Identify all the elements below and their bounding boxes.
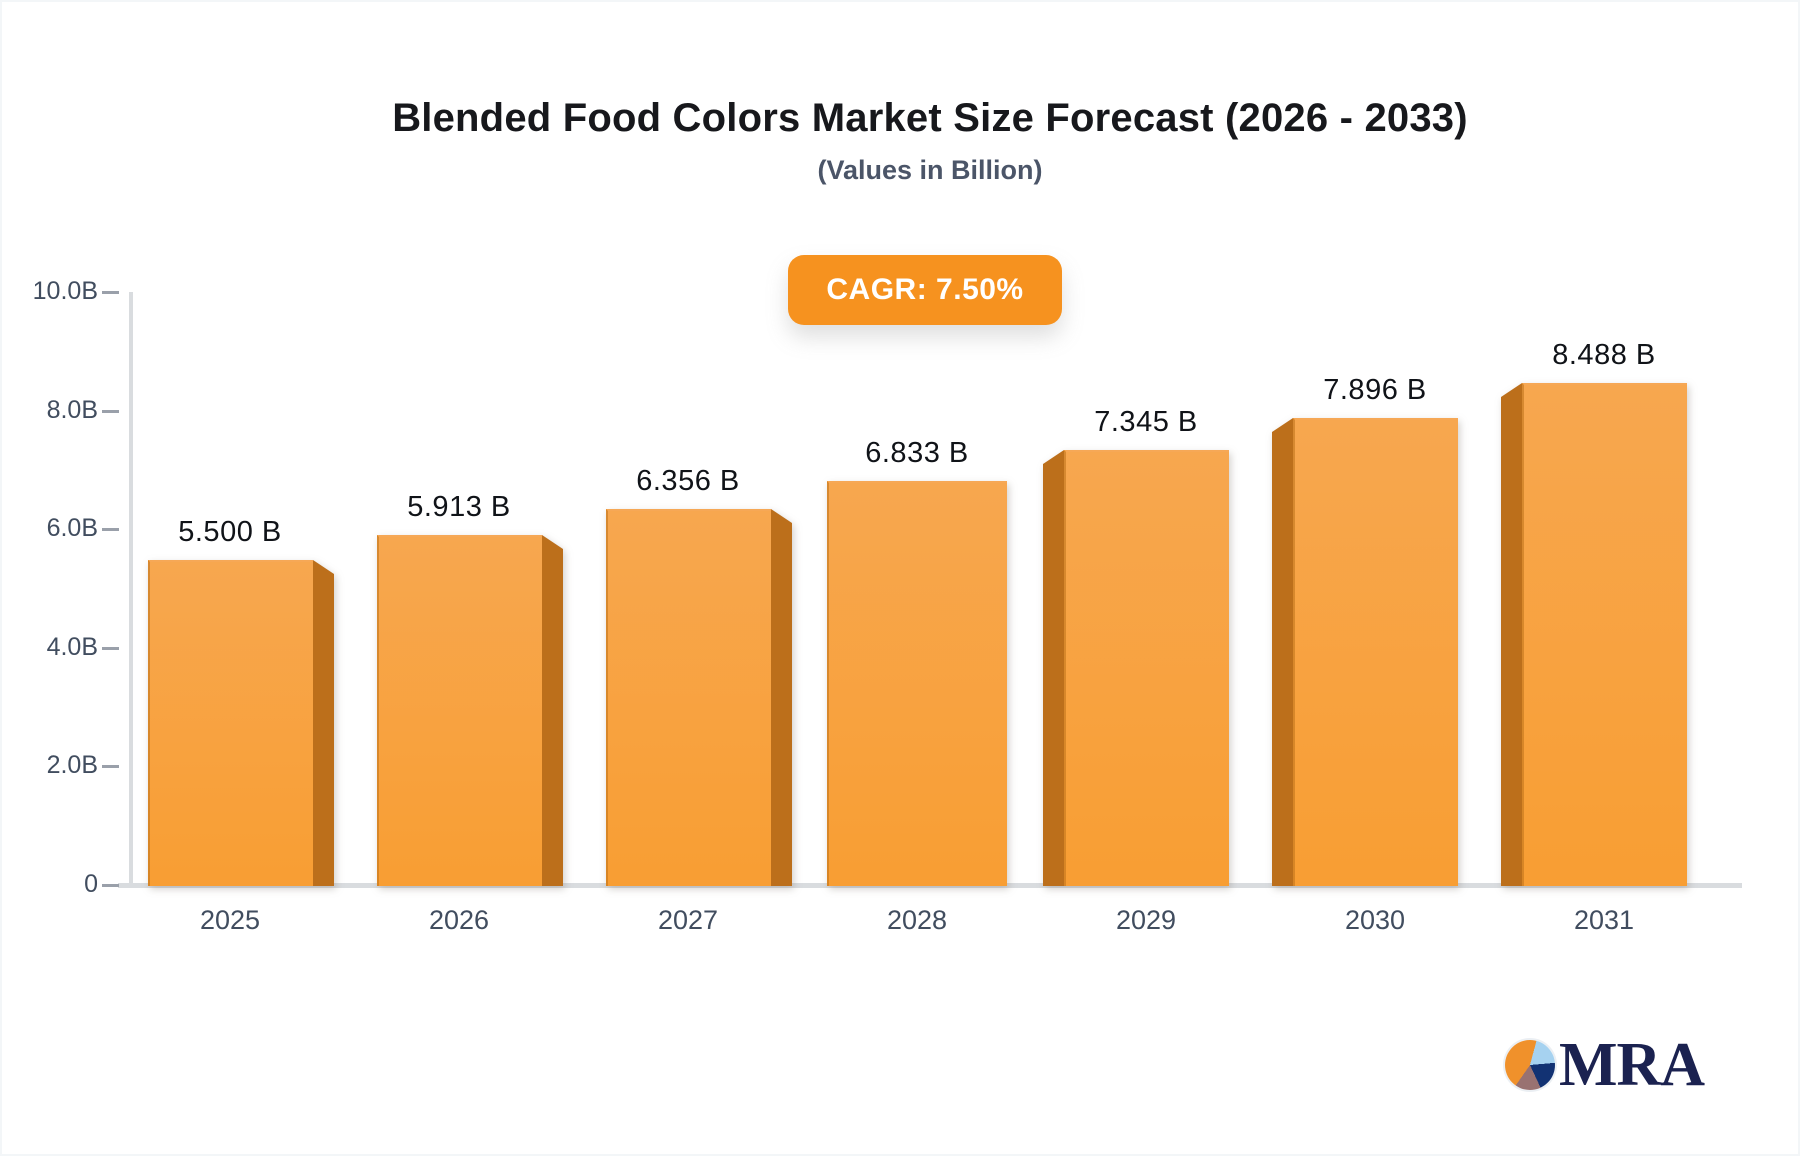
bar-face [606,509,771,886]
x-tick-label: 2028 [886,905,948,935]
x-tick-label: 2029 [1115,905,1177,935]
x-tick-label: 2025 [199,905,261,935]
bar-3d-side [542,535,563,886]
bar-value-label: 6.356 B [636,465,740,497]
bar-face [1522,383,1687,886]
bar-face [1064,450,1229,886]
y-tick-label: 6.0B [46,514,98,543]
bar-face [1293,418,1458,886]
y-tick-label: 2.0B [46,751,98,780]
bar-value-label: 5.913 B [407,491,511,523]
bar-value-label: 7.896 B [1323,374,1427,406]
brand-logo-text: MRA [1559,1031,1705,1099]
y-tick-label: 10.0B [32,277,98,305]
y-tick-mark [102,765,119,769]
x-tick-label: 2030 [1344,905,1406,935]
cagr-badge: CAGR: 7.50% [788,255,1062,325]
chart-subtitle: (Values in Billion) [817,155,1043,185]
bar-2031 [1501,383,1687,886]
y-tick-label: 0 [84,870,98,898]
bar-2025 [148,560,334,886]
bar-value-label: 7.345 B [1094,406,1198,438]
chart-header: Blended Food Colors Market Size Forecast… [60,95,1800,186]
x-tick-label: 2031 [1573,905,1635,935]
x-tick-label: 2027 [657,905,719,935]
bar-face [377,535,542,886]
x-tick-label: 2026 [428,905,490,935]
bar-value-label: 5.500 B [178,516,282,548]
bar-2027 [606,509,792,886]
y-tick-mark [102,884,119,887]
brand-logo: MRA [1505,1031,1705,1099]
bar-2029 [1043,450,1229,886]
bar-2030 [1272,418,1458,886]
bar-face [827,481,1007,886]
y-tick-label: 8.0B [46,395,98,424]
bar-value-label: 8.488 B [1552,339,1656,371]
y-axis-line [129,292,133,888]
y-tick-label: 4.0B [46,632,98,661]
bar-3d-side [313,560,334,886]
bar-face [148,560,313,886]
bar-3d-side [1043,450,1064,886]
chart-title: Blended Food Colors Market Size Forecast… [392,96,1468,140]
y-tick-mark [102,291,119,294]
bar-3d-side [1501,383,1522,886]
y-tick-mark [102,646,119,650]
bar-3d-side [1272,418,1293,886]
y-tick-mark [102,528,119,532]
pie-chart-logo-icon [1505,1040,1555,1090]
bar-value-label: 6.833 B [865,437,969,469]
cagr-badge-label: CAGR: 7.50% [826,273,1024,306]
bar-2028 [827,481,1007,886]
bar-3d-side [771,509,792,886]
y-tick-mark [102,409,119,413]
bar-2026 [377,535,563,886]
